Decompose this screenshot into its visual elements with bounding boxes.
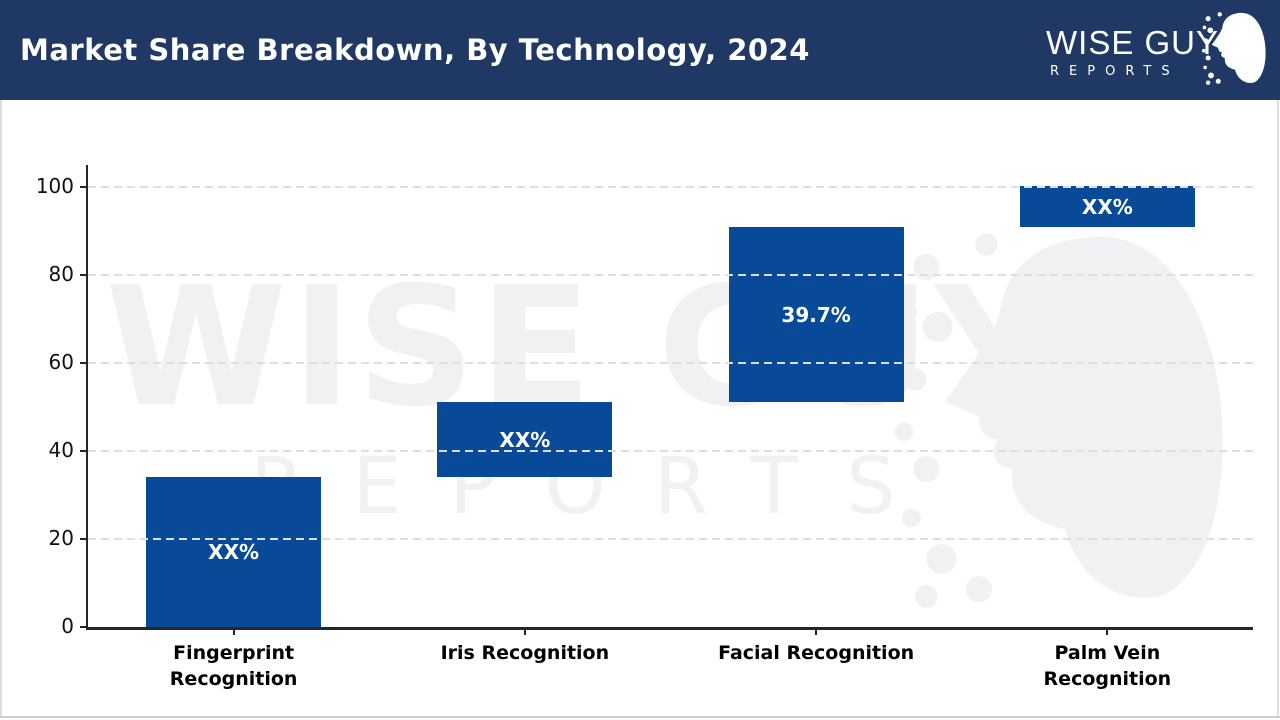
y-tick-mark	[80, 626, 88, 628]
x-axis-spine	[86, 627, 1253, 630]
y-tick-mark	[80, 362, 88, 364]
bar-segment: XX%	[1019, 186, 1195, 228]
page-title: Market Share Breakdown, By Technology, 2…	[20, 33, 810, 67]
gridline	[88, 186, 1253, 188]
y-tick-mark	[80, 538, 88, 540]
chart-area: WISE GUY REPORTS XX% Fingerprint Recognit…	[0, 100, 1280, 720]
wiseguy-logo: WISE GUY REPORTS	[1018, 6, 1268, 94]
bar-segment: 39.7%	[728, 227, 904, 403]
gridline	[88, 450, 1253, 452]
gridline	[88, 274, 1253, 276]
y-tick-label: 0	[61, 614, 74, 638]
category-label: Facial Recognition	[718, 642, 915, 664]
y-tick-label: 40	[48, 438, 74, 462]
y-axis-spine	[86, 165, 88, 629]
watermark-face-icon	[895, 233, 1223, 608]
frame-border-left	[0, 100, 2, 716]
category-label: Fingerprint Recognition	[169, 642, 298, 690]
frame-border-bottom	[0, 716, 1280, 718]
wiseguy-face-icon	[1202, 12, 1266, 85]
y-tick-mark	[80, 274, 88, 276]
bar-segment: XX%	[146, 476, 322, 627]
bar-value-label: XX%	[499, 427, 551, 452]
y-tick-label: 60	[48, 350, 74, 374]
bar-value-label: XX%	[1081, 194, 1133, 219]
y-tick-label: 20	[48, 526, 74, 550]
category-label: Palm Vein Recognition	[1043, 642, 1172, 690]
x-tick-mark	[1106, 627, 1109, 635]
y-tick-mark	[80, 186, 88, 188]
x-tick-mark	[232, 627, 235, 635]
logo-subbrand-text: REPORTS	[1050, 64, 1180, 79]
y-tick-label: 80	[48, 262, 74, 286]
x-tick-mark	[523, 627, 526, 635]
category-label: Iris Recognition	[440, 642, 610, 664]
gridline	[88, 538, 1253, 540]
gridline	[88, 362, 1253, 364]
frame-border-right	[1277, 100, 1279, 716]
bar-value-label: 39.7%	[781, 302, 851, 327]
logo-brand-text: WISE GUY	[1046, 24, 1220, 61]
bar-segment: XX%	[437, 402, 613, 477]
x-tick-mark	[815, 627, 818, 635]
header-bar: Market Share Breakdown, By Technology, 2…	[0, 0, 1280, 100]
y-tick-label: 100	[35, 174, 74, 198]
bar-value-label: XX%	[208, 539, 260, 564]
y-tick-mark	[80, 450, 88, 452]
